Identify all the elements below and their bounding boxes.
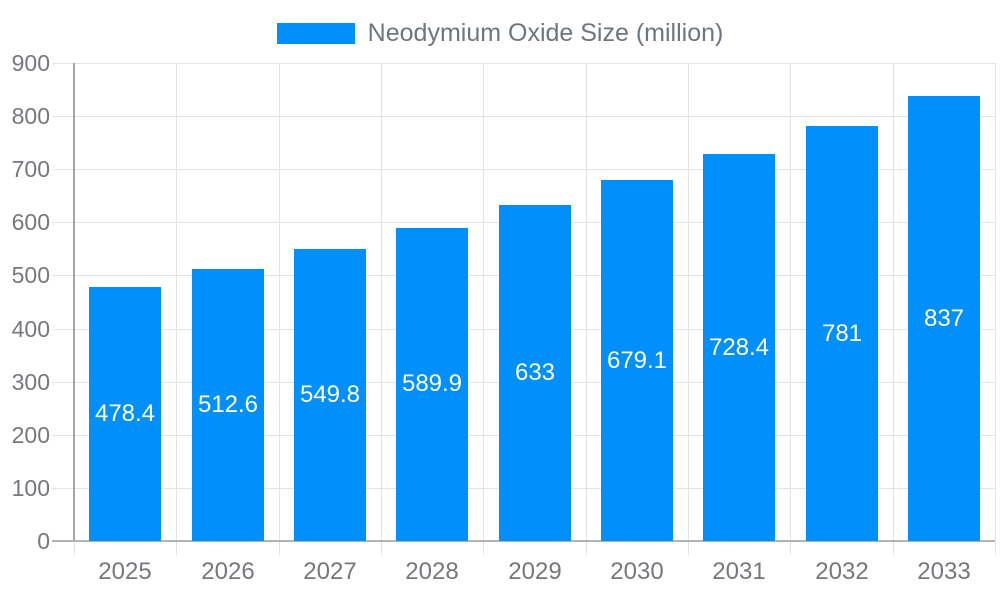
y-axis-tick-label: 0 xyxy=(37,528,50,554)
x-axis-tick-label: 2026 xyxy=(201,558,255,585)
x-axis-tick xyxy=(586,541,587,555)
x-gridline xyxy=(893,63,894,541)
x-axis-tick xyxy=(483,541,484,555)
bar-value-label: 837 xyxy=(923,305,965,332)
y-axis-tick-label: 200 xyxy=(11,422,50,448)
x-axis-tick-label: 2032 xyxy=(815,558,869,585)
bar-2033[interactable] xyxy=(908,96,980,541)
bar-2028[interactable] xyxy=(396,228,468,541)
legend-label: Neodymium Oxide Size (million) xyxy=(367,19,724,47)
x-axis-tick-label: 2028 xyxy=(405,558,459,585)
bar-value-label: 633 xyxy=(514,359,556,386)
bar-2027[interactable] xyxy=(294,249,366,541)
bar-2026[interactable] xyxy=(192,269,264,541)
x-axis-tick xyxy=(688,541,689,555)
y-axis-tick-label: 100 xyxy=(11,475,50,501)
x-axis-tick-label: 2029 xyxy=(508,558,562,585)
bar-2025[interactable] xyxy=(89,287,161,541)
y-axis-tick-label: 600 xyxy=(11,209,50,235)
x-gridline xyxy=(176,63,177,541)
y-gridline xyxy=(52,63,995,64)
x-axis-tick xyxy=(995,541,996,555)
x-gridline xyxy=(381,63,382,541)
y-axis-tick-label: 300 xyxy=(11,369,50,395)
bar-2030[interactable] xyxy=(601,180,673,541)
x-gridline xyxy=(483,63,484,541)
y-gridline xyxy=(52,116,995,117)
x-gridline xyxy=(688,63,689,541)
bar-value-label: 478.4 xyxy=(94,400,156,427)
x-gridline xyxy=(586,63,587,541)
y-axis-tick-label: 400 xyxy=(11,316,50,342)
bar-value-label: 728.4 xyxy=(708,334,770,361)
x-axis-tick xyxy=(790,541,791,555)
x-axis-tick-label: 2030 xyxy=(610,558,664,585)
y-axis-tick-label: 500 xyxy=(11,262,50,288)
x-axis-tick xyxy=(279,541,280,555)
bar-value-label: 589.9 xyxy=(401,370,463,397)
x-gridline xyxy=(790,63,791,541)
x-axis-tick-label: 2031 xyxy=(712,558,766,585)
bar-value-label: 781 xyxy=(821,320,863,347)
x-axis-line xyxy=(52,540,995,542)
x-axis-tick-label: 2033 xyxy=(917,558,971,585)
legend-swatch-icon xyxy=(276,22,355,44)
bar-value-label: 679.1 xyxy=(606,347,668,374)
y-gridline xyxy=(52,169,995,170)
x-gridline xyxy=(995,63,996,541)
y-axis-tick-label: 800 xyxy=(11,103,50,129)
bar-2031[interactable] xyxy=(703,154,775,541)
legend[interactable]: Neodymium Oxide Size (million) xyxy=(0,18,1000,48)
y-axis-tick-label: 700 xyxy=(11,156,50,182)
bar-2032[interactable] xyxy=(806,126,878,541)
x-axis-tick xyxy=(381,541,382,555)
bar-2029[interactable] xyxy=(499,205,571,541)
x-gridline xyxy=(279,63,280,541)
x-axis-tick xyxy=(893,541,894,555)
x-axis-tick xyxy=(176,541,177,555)
bar-value-label: 512.6 xyxy=(197,391,259,418)
y-axis-tick-label: 900 xyxy=(11,50,50,76)
y-axis-line xyxy=(73,63,75,541)
x-axis-tick-label: 2025 xyxy=(98,558,152,585)
x-axis-tick xyxy=(74,541,75,555)
bar-value-label: 549.8 xyxy=(299,381,361,408)
x-axis-tick-label: 2027 xyxy=(303,558,357,585)
